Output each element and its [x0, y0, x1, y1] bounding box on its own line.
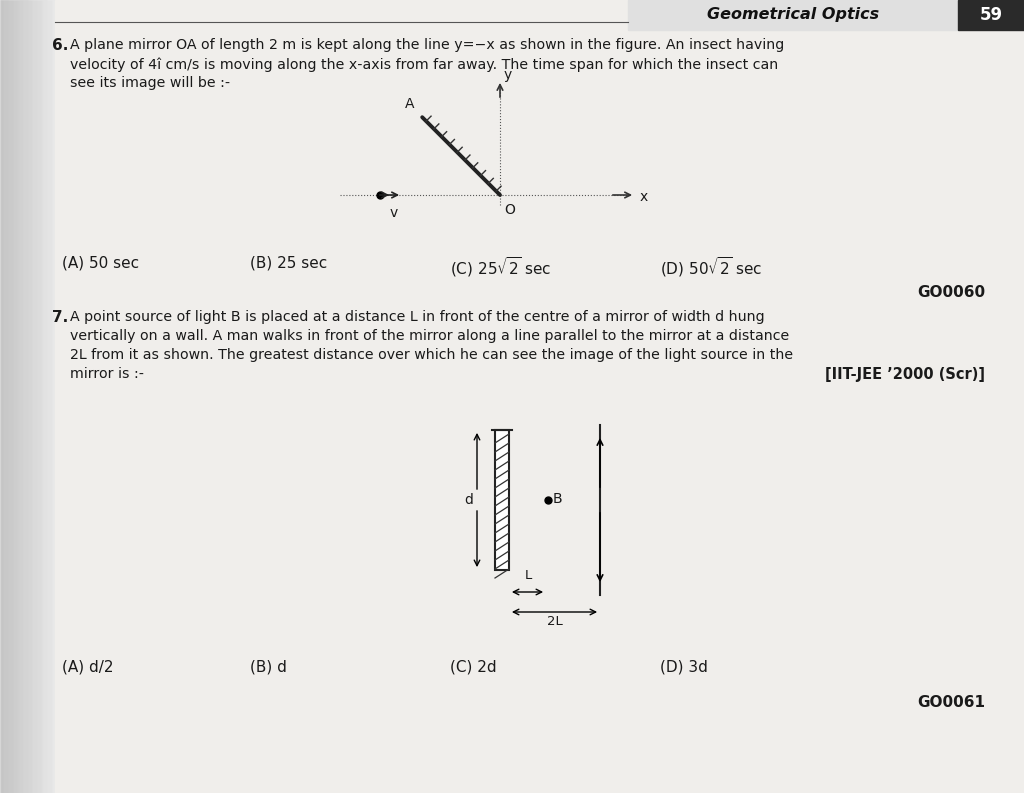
Text: [IIT-JEE ’2000 (Scr)]: [IIT-JEE ’2000 (Scr)]	[825, 367, 985, 382]
Text: (D) 50$\sqrt{2}$ sec: (D) 50$\sqrt{2}$ sec	[660, 255, 763, 279]
Text: O: O	[504, 203, 515, 217]
Text: A point source of light B is placed at a distance L in front of the centre of a : A point source of light B is placed at a…	[70, 310, 765, 324]
Text: 6.: 6.	[52, 38, 69, 53]
Text: mirror is :-: mirror is :-	[70, 367, 144, 381]
Text: d: d	[464, 493, 473, 507]
Bar	[495, 430, 509, 570]
Text: (B) d: (B) d	[250, 660, 287, 675]
Text: x: x	[640, 190, 648, 204]
Text: A plane mirror OA of length 2 m is kept along the line y=−x as shown in the figu: A plane mirror OA of length 2 m is kept …	[70, 38, 784, 52]
Text: B: B	[553, 492, 562, 506]
Text: (D) 3d: (D) 3d	[660, 660, 708, 675]
Text: (B) 25 sec: (B) 25 sec	[250, 255, 328, 270]
Text: A: A	[404, 98, 415, 111]
Text: Geometrical Optics: Geometrical Optics	[707, 7, 879, 22]
Text: 2L: 2L	[547, 615, 562, 628]
Bar	[628, 0, 958, 30]
Text: v: v	[390, 206, 398, 220]
Text: GO0061: GO0061	[918, 695, 985, 710]
Text: see its image will be :-: see its image will be :-	[70, 76, 230, 90]
Text: GO0060: GO0060	[916, 285, 985, 300]
Text: vertically on a wall. A man walks in front of the mirror along a line parallel t: vertically on a wall. A man walks in fro…	[70, 329, 790, 343]
Text: 59: 59	[979, 6, 1002, 24]
Text: (A) d/2: (A) d/2	[62, 660, 114, 675]
Text: (C) 2d: (C) 2d	[450, 660, 497, 675]
Text: (C) 25$\sqrt{2}$ sec: (C) 25$\sqrt{2}$ sec	[450, 255, 551, 279]
Bar	[958, 0, 1024, 30]
Text: 2L from it as shown. The greatest distance over which he can see the image of th: 2L from it as shown. The greatest distan…	[70, 348, 794, 362]
Text: velocity of 4î cm/s is moving along the x-axis from far away. The time span for : velocity of 4î cm/s is moving along the …	[70, 57, 778, 71]
Text: 7.: 7.	[52, 310, 69, 325]
Text: (A) 50 sec: (A) 50 sec	[62, 255, 139, 270]
Text: y: y	[504, 68, 512, 82]
Text: L: L	[525, 569, 532, 582]
